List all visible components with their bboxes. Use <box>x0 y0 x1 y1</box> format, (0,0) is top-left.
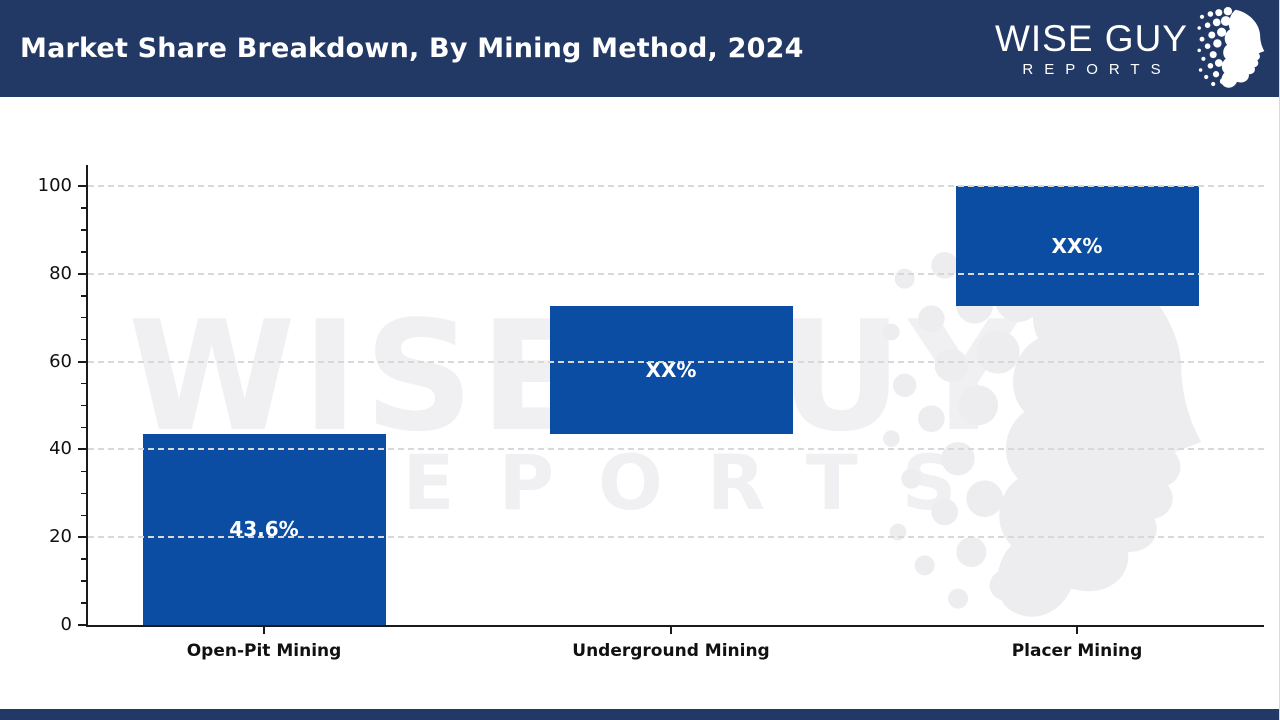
logo-text: WISE GUY REPORTS <box>995 20 1188 77</box>
plot-area: 0 20 40 60 80 100 43.6% Open-Pit Mining XX% Under… <box>0 97 1279 708</box>
y-tick-minor <box>81 316 86 319</box>
bar: 43.6% <box>142 433 386 625</box>
y-tick-label: 80 <box>49 262 72 284</box>
y-tick-label: 100 <box>37 175 72 196</box>
y-tick-major <box>78 624 86 626</box>
watermark-text-reports: REPORTS <box>300 438 1001 527</box>
gridline <box>88 448 1264 451</box>
y-tick-label: 40 <box>49 438 72 460</box>
y-tick-label: 20 <box>49 526 72 548</box>
dotted-head-icon <box>1194 7 1266 91</box>
header-bar: Market Share Breakdown, By Mining Method… <box>0 0 1280 97</box>
y-tick-minor <box>81 426 86 429</box>
y-tick-major <box>78 272 86 275</box>
y-tick-major <box>78 185 86 187</box>
bar-value-label: XX% <box>1051 234 1103 259</box>
y-tick-minor <box>81 470 86 473</box>
y-tick-minor <box>81 404 86 407</box>
y-tick-label: 0 <box>60 614 72 635</box>
x-axis-line <box>86 625 1264 627</box>
bar: XX% <box>955 186 1199 307</box>
gridline <box>88 536 1264 539</box>
bar: XX% <box>549 306 793 434</box>
gridline <box>88 272 1264 275</box>
x-axis-label: Placer Mining <box>1011 641 1143 661</box>
wise-guy-reports-logo: WISE GUY REPORTS <box>995 7 1280 91</box>
y-tick-minor <box>81 514 86 516</box>
y-tick-minor <box>81 602 86 604</box>
logo-subtitle: REPORTS <box>1022 61 1172 78</box>
y-tick-minor <box>81 229 86 231</box>
y-tick-minor <box>81 492 86 495</box>
y-tick-minor <box>81 295 86 297</box>
y-tick-major <box>78 536 86 539</box>
y-axis-line <box>86 165 88 627</box>
x-tick <box>1076 627 1078 634</box>
gridline <box>88 185 1264 187</box>
y-tick-minor <box>81 338 86 341</box>
y-tick-label: 60 <box>49 350 72 372</box>
chart-title: Market Share Breakdown, By Mining Method… <box>20 33 804 64</box>
x-axis-label: Open-Pit Mining <box>186 641 342 661</box>
footer-bar <box>0 709 1279 720</box>
y-tick-major <box>78 360 86 363</box>
y-tick-minor <box>81 558 86 560</box>
gridline <box>88 360 1264 363</box>
y-tick-major <box>78 448 86 451</box>
y-tick-minor <box>81 580 86 582</box>
logo-wordmark: WISE GUY <box>994 18 1188 59</box>
x-tick <box>263 627 265 634</box>
x-tick <box>670 627 672 634</box>
x-axis-label: Underground Mining <box>572 641 770 661</box>
y-tick-minor <box>81 382 86 385</box>
y-tick-minor <box>81 207 86 209</box>
y-tick-minor <box>81 251 86 253</box>
